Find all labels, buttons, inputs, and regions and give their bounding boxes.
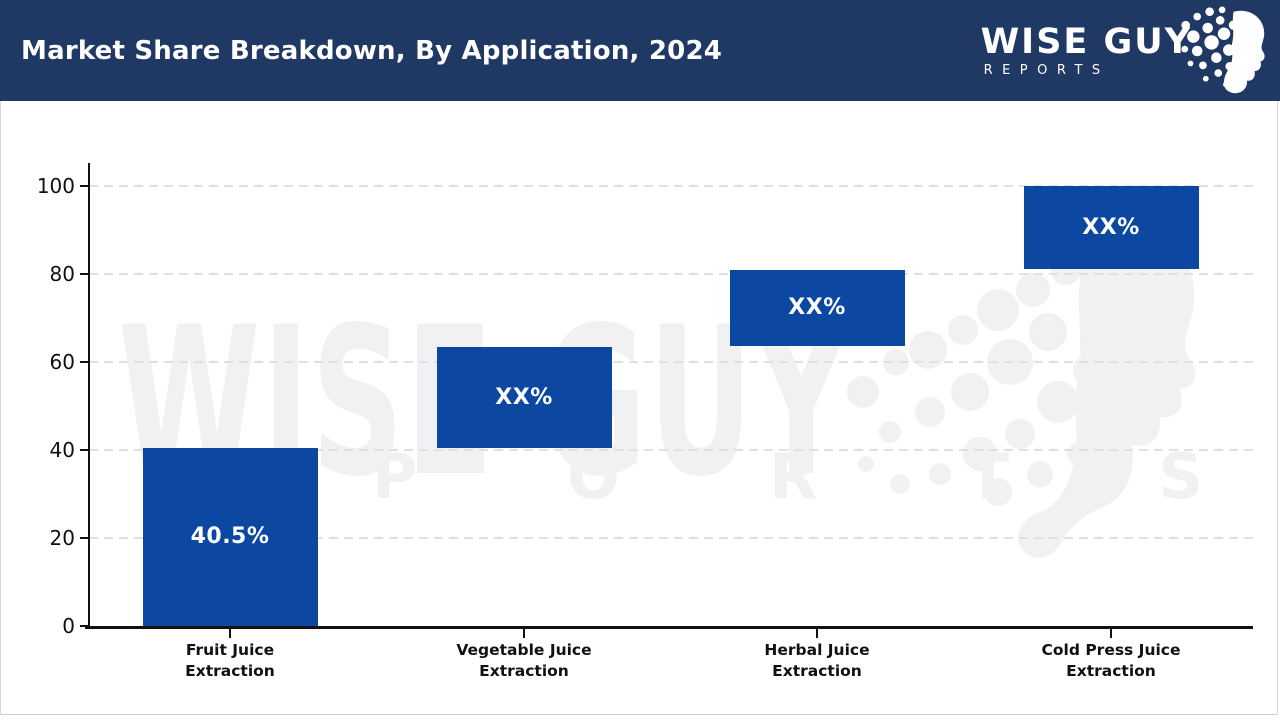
x-category-label-3: Herbal Juice Extraction xyxy=(697,640,937,682)
bar-value-label-4: XX% xyxy=(1082,214,1140,240)
gridline-40 xyxy=(89,449,1253,451)
x-category-label-line: Extraction xyxy=(185,662,275,680)
y-tick-mark-40 xyxy=(80,449,88,451)
x-tick-mark-3 xyxy=(816,629,818,638)
logo-subtitle: REPORTS xyxy=(983,62,1110,78)
y-tick-label-100: 100 xyxy=(36,174,75,198)
gridline-20 xyxy=(89,537,1253,539)
x-tick-mark-2 xyxy=(523,629,525,638)
page-title: Market Share Breakdown, By Application, … xyxy=(21,35,723,66)
x-axis-line xyxy=(85,626,1253,629)
x-category-label-1: Fruit Juice Extraction xyxy=(110,640,350,682)
wiseguy-head-icon xyxy=(1181,5,1265,93)
logo-text: WISE GUY REPORTS xyxy=(980,21,1192,78)
gridline-60 xyxy=(89,361,1253,363)
header-bar: Market Share Breakdown, By Application, … xyxy=(0,0,1280,101)
bar-1: 40.5% xyxy=(142,447,318,626)
x-category-label-line: Extraction xyxy=(479,662,569,680)
logo-wordmark: WISE GUY xyxy=(980,21,1192,62)
bar-value-label-1: 40.5% xyxy=(190,524,270,550)
x-category-label-line: Cold Press Juice xyxy=(1041,641,1181,659)
y-tick-mark-80 xyxy=(80,273,88,275)
bar-3: XX% xyxy=(729,269,905,347)
y-tick-label-60: 60 xyxy=(49,350,75,374)
y-tick-mark-100 xyxy=(80,185,88,187)
x-category-label-4: Cold Press Juice Extraction xyxy=(991,640,1231,682)
y-tick-label-0: 0 xyxy=(62,614,75,638)
bar-2: XX% xyxy=(436,347,612,448)
y-tick-label-80: 80 xyxy=(49,262,75,286)
x-category-label-line: Fruit Juice xyxy=(185,641,275,659)
x-tick-mark-1 xyxy=(229,629,231,638)
bar-value-label-2: XX% xyxy=(495,385,553,411)
y-tick-mark-20 xyxy=(80,537,88,539)
y-tick-label-20: 20 xyxy=(49,526,75,550)
bar-value-label-3: XX% xyxy=(788,295,846,321)
x-category-label-line: Extraction xyxy=(772,662,862,680)
x-category-label-2: Vegetable Juice Extraction xyxy=(404,640,644,682)
y-tick-mark-60 xyxy=(80,361,88,363)
gridline-80 xyxy=(89,273,1253,275)
y-tick-label-40: 40 xyxy=(49,438,75,462)
y-tick-mark-0 xyxy=(80,625,88,627)
y-axis-line xyxy=(88,163,90,628)
x-category-label-line: Herbal Juice xyxy=(764,641,870,659)
bar-4: XX% xyxy=(1023,186,1199,269)
x-category-label-line: Vegetable Juice xyxy=(456,641,592,659)
gridline-100 xyxy=(89,185,1253,187)
wiseguy-logo: WISE GUY REPORTS xyxy=(981,0,1272,101)
x-tick-mark-4 xyxy=(1110,629,1112,638)
x-category-label-line: Extraction xyxy=(1066,662,1156,680)
